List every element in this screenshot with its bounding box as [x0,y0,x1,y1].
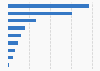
Bar [8,26,25,30]
Bar [8,4,89,8]
Bar [8,41,18,45]
Bar [8,63,9,67]
Bar [8,19,36,22]
Bar [8,34,21,37]
Bar [8,12,72,15]
Bar [8,49,15,52]
Bar [8,56,12,59]
